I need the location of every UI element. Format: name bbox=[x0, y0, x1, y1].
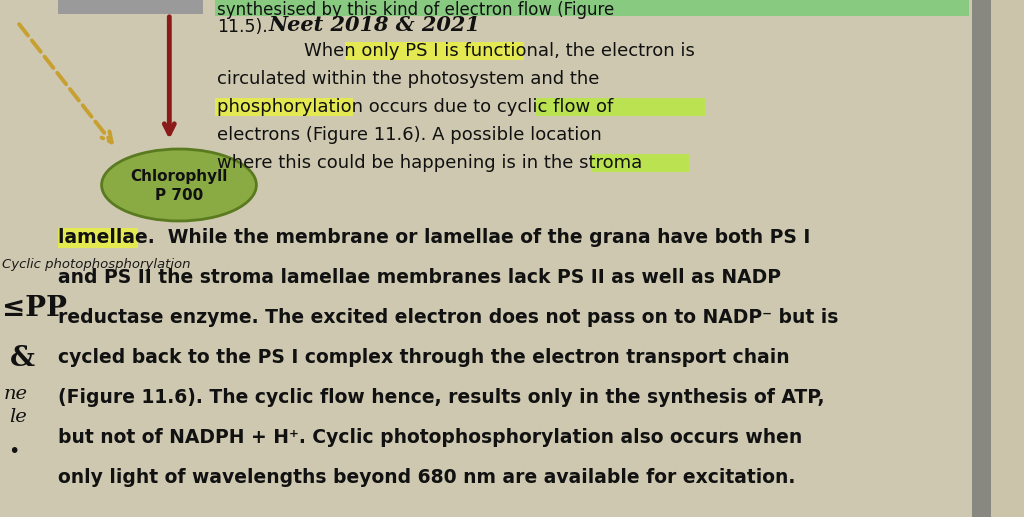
Bar bbox=[592, 154, 689, 172]
Text: When only PS I is functional, the electron is: When only PS I is functional, the electr… bbox=[281, 42, 694, 60]
Text: P 700: P 700 bbox=[155, 189, 203, 204]
Bar bbox=[58, 0, 203, 14]
Text: and PS II the stroma lamellae membranes lack PS II as well as NADP: and PS II the stroma lamellae membranes … bbox=[58, 268, 781, 287]
Bar bbox=[973, 0, 991, 517]
Text: Neet 2018 & 2021: Neet 2018 & 2021 bbox=[269, 15, 481, 35]
Bar bbox=[58, 228, 138, 248]
Text: Chlorophyll: Chlorophyll bbox=[130, 170, 227, 185]
Text: cycled back to the PS I complex through the electron transport chain: cycled back to the PS I complex through … bbox=[58, 348, 790, 367]
Ellipse shape bbox=[101, 149, 256, 221]
Text: (Figure 11.6). The cyclic flow hence, results only in the synthesis of ATP,: (Figure 11.6). The cyclic flow hence, re… bbox=[58, 388, 824, 407]
Text: Cyclic photophosphorylation: Cyclic photophosphorylation bbox=[2, 258, 190, 271]
Text: synthesised by this kind of electron flow (Figure: synthesised by this kind of electron flo… bbox=[217, 1, 614, 19]
Text: ≤PP: ≤PP bbox=[2, 295, 67, 322]
Bar bbox=[215, 98, 353, 116]
Text: reductase enzyme. The excited electron does not pass on to NADP⁻ but is: reductase enzyme. The excited electron d… bbox=[58, 308, 839, 327]
Text: •: • bbox=[8, 442, 19, 461]
Bar bbox=[215, 0, 970, 16]
Bar bbox=[536, 98, 706, 116]
Text: &: & bbox=[9, 345, 35, 372]
Text: le: le bbox=[9, 408, 28, 426]
Text: ne: ne bbox=[4, 385, 28, 403]
Text: lamellae.  While the membrane or lamellae of the grana have both PS I: lamellae. While the membrane or lamellae… bbox=[58, 228, 810, 247]
Text: phosphorylation occurs due to cyclic flow of: phosphorylation occurs due to cyclic flo… bbox=[217, 98, 613, 116]
Text: 11.5).: 11.5). bbox=[217, 18, 267, 36]
Text: where this could be happening is in the stroma: where this could be happening is in the … bbox=[217, 154, 642, 172]
Text: electrons (Figure 11.6). A possible location: electrons (Figure 11.6). A possible loca… bbox=[217, 126, 601, 144]
Text: but not of NADPH + H⁺. Cyclic photophosphorylation also occurs when: but not of NADPH + H⁺. Cyclic photophosp… bbox=[58, 428, 802, 447]
Text: only light of wavelengths beyond 680 nm are available for excitation.: only light of wavelengths beyond 680 nm … bbox=[58, 468, 796, 487]
Bar bbox=[345, 42, 524, 60]
Text: circulated within the photosystem and the: circulated within the photosystem and th… bbox=[217, 70, 599, 88]
